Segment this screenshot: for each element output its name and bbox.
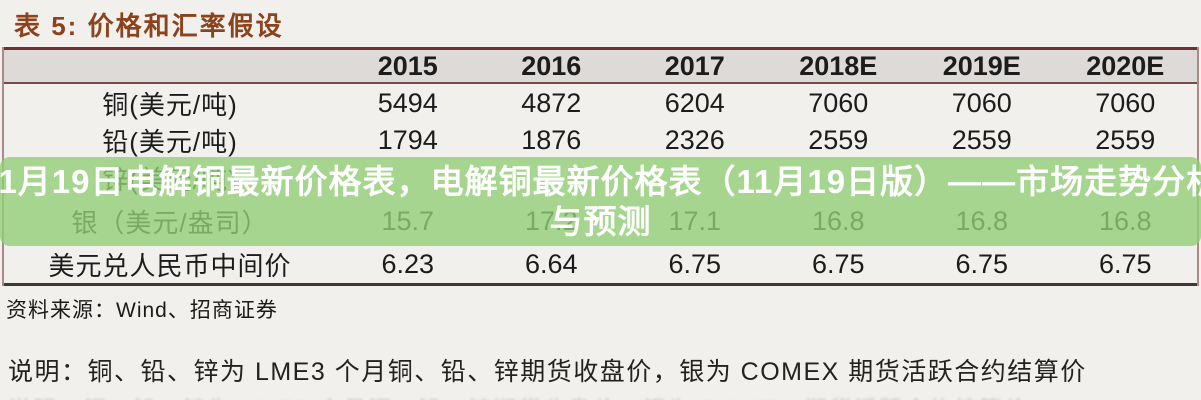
- table-header-row: 2015 2016 2017 2018E 2019E 2020E: [4, 47, 1197, 84]
- table-cell: 6.64: [524, 248, 578, 279]
- table-cell: 4872: [521, 87, 582, 118]
- column-header-2020e: 2020E: [1086, 50, 1165, 81]
- table-cell: 6.75: [811, 248, 865, 279]
- table-cell: 1794: [377, 125, 438, 155]
- table-row-copper: 铜(美元/吨) 5494 4872 6204 7060 7060 7060: [4, 84, 1197, 122]
- column-header-2019e: 2019E: [942, 50, 1021, 81]
- table-cell: 6.75: [955, 248, 1009, 279]
- banner-title-line2: 与预测: [549, 202, 652, 240]
- table-cell: 2559: [1095, 125, 1156, 155]
- scan-ghost-text: 说明：铜、铅、锌为 LME3 个月铜、铅、锌期货收盘价，银为 COMEX 期货活…: [8, 390, 1198, 400]
- table-cell: 6204: [664, 87, 725, 118]
- table-row-lead: 铅(美元/吨) 1794 1876 2326 2559 2559 2559: [4, 122, 1197, 159]
- table-cell: 1876: [521, 125, 582, 155]
- table-row-usdcny: 美元兑人民币中间价 6.23 6.64 6.75 6.75 6.75 6.75: [4, 245, 1197, 283]
- table-cell: 7060: [808, 87, 869, 118]
- row-label: 铜(美元/吨): [102, 89, 238, 120]
- table-cell: 2559: [808, 125, 869, 155]
- table-cell: 7060: [1095, 87, 1156, 118]
- banner-title-line1: 11月19日电解铜最新价格表，电解铜最新价格表（11月19日版）——市场走势分析: [0, 162, 1201, 200]
- table-footnote: 说明：铜、铅、锌为 LME3 个月铜、铅、锌期货收盘价，银为 COMEX 期货活…: [8, 358, 1087, 386]
- table-cell: 7060: [951, 87, 1012, 118]
- row-label: 铅(美元/吨): [102, 127, 238, 157]
- column-header-2017: 2017: [664, 50, 725, 81]
- table-title: 表 5: 价格和汇率假设: [14, 11, 284, 41]
- table-cell: 5494: [377, 87, 438, 118]
- column-header-2015: 2015: [377, 50, 438, 81]
- column-header-2016: 2016: [521, 50, 582, 81]
- row-label: 美元兑人民币中间价: [48, 250, 292, 281]
- table-cell: 6.75: [668, 248, 722, 279]
- table-cell: 6.75: [1098, 248, 1152, 279]
- table-cell: 2326: [664, 125, 725, 155]
- data-source-note: 资料来源：Wind、招商证券: [6, 299, 278, 322]
- news-title-banner: 11月19日电解铜最新价格表，电解铜最新价格表（11月19日版）——市场走势分析…: [0, 157, 1201, 246]
- column-header-2018e: 2018E: [799, 50, 878, 81]
- table-cell: 2559: [951, 125, 1012, 155]
- table-cell: 6.23: [381, 248, 435, 279]
